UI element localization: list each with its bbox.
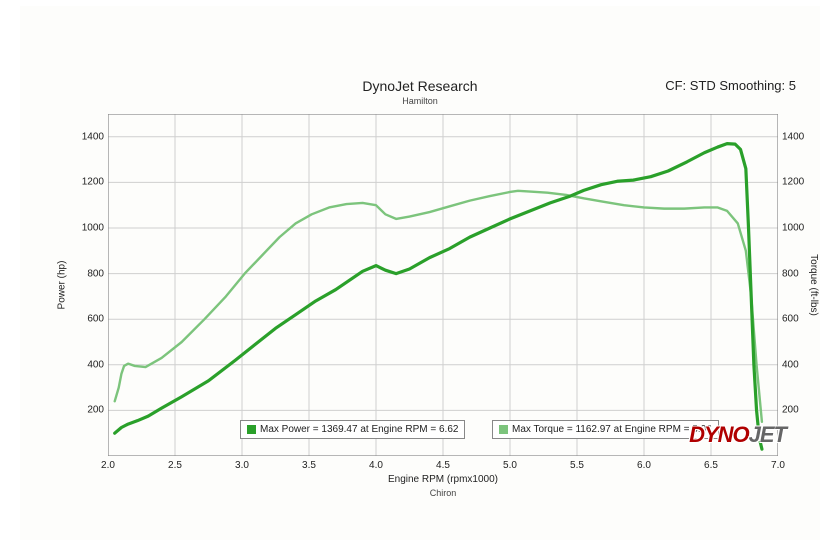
x-tick: 5.5 [570,460,584,471]
smoothing-label: CF: STD Smoothing: 5 [665,78,796,93]
legend-torque: Max Torque = 1162.97 at Engine RPM = 5.0… [492,420,719,439]
x-tick: 3.5 [302,460,316,471]
y-tick-right: 400 [782,359,822,370]
logo-part1: DYNO [689,422,749,447]
y-tick-right: 1000 [782,223,822,234]
chart-subtitle: Hamilton [20,96,820,106]
x-tick: 4.0 [369,460,383,471]
logo-part2: JET [749,422,786,447]
x-tick: 5.0 [503,460,517,471]
y-tick-right: 200 [782,405,822,416]
y-tick-left: 1000 [64,223,104,234]
y-tick-left: 1200 [64,177,104,188]
y-tick-left: 1400 [64,131,104,142]
y-tick-right: 1400 [782,131,822,142]
x-axis-label: Engine RPM (rpmx1000) [108,474,778,485]
y-tick-left: 200 [64,405,104,416]
x-tick: 6.0 [637,460,651,471]
page-root: DynoJet Research Hamilton CF: STD Smooth… [0,0,840,560]
dynojet-logo: DYNOJET [689,422,786,448]
plot-svg [108,114,778,456]
x-axis-sublabel: Chiron [108,488,778,498]
y-tick-left: 400 [64,359,104,370]
x-tick: 7.0 [771,460,785,471]
x-tick: 6.5 [704,460,718,471]
y-axis-label-right: Torque (ft-lbs) [809,254,820,316]
legend-power-swatch [247,425,256,434]
y-tick-right: 600 [782,314,822,325]
x-tick: 4.5 [436,460,450,471]
y-tick-right: 1200 [782,177,822,188]
plot-area [108,114,778,456]
y-tick-right: 800 [782,268,822,279]
legend-torque-text: Max Torque = 1162.97 at Engine RPM = 5.0… [512,424,712,435]
y-tick-left: 600 [64,314,104,325]
x-tick: 2.0 [101,460,115,471]
legend-power: Max Power = 1369.47 at Engine RPM = 6.62 [240,420,465,439]
legend-torque-swatch [499,425,508,434]
chart-panel: DynoJet Research Hamilton CF: STD Smooth… [20,6,820,540]
y-tick-left: 800 [64,268,104,279]
x-tick: 2.5 [168,460,182,471]
x-tick: 3.0 [235,460,249,471]
legend-power-text: Max Power = 1369.47 at Engine RPM = 6.62 [260,424,458,435]
